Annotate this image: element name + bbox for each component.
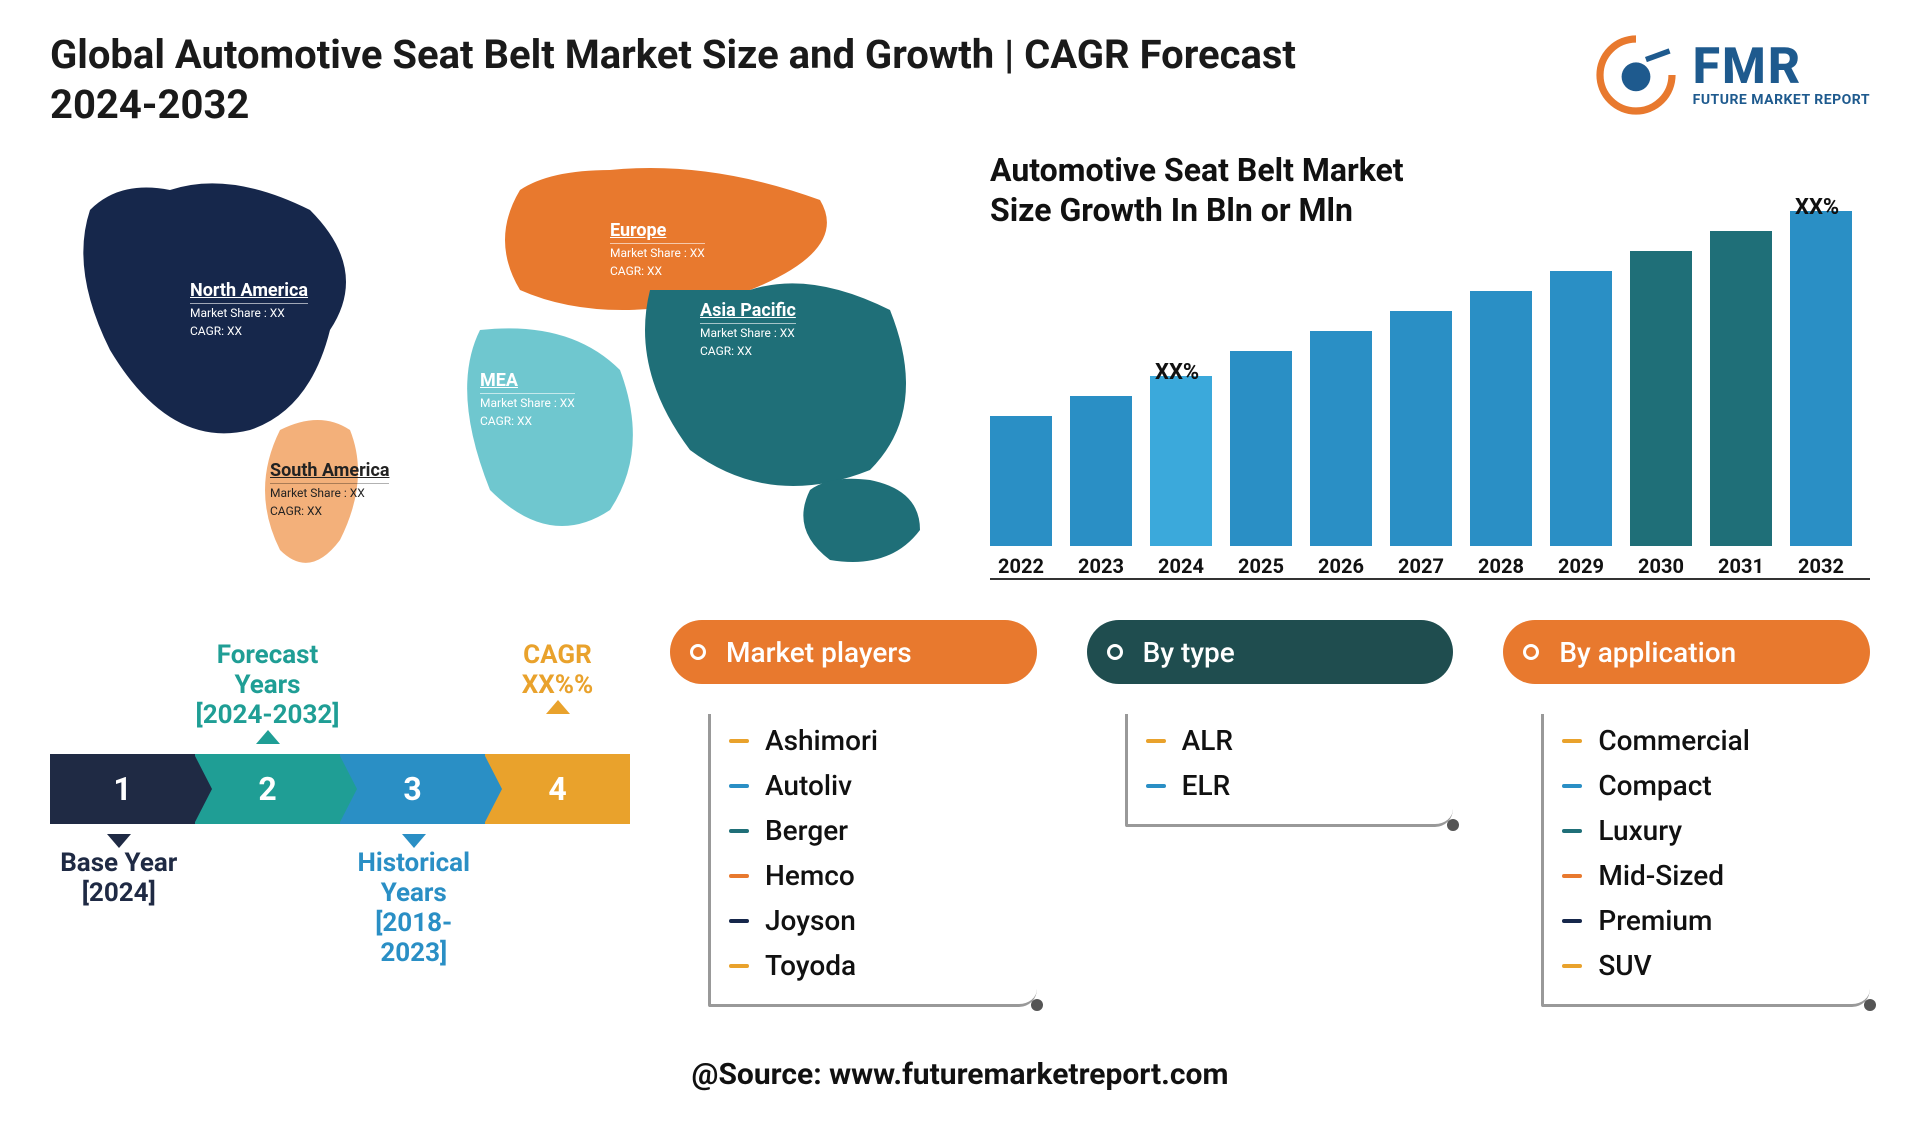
growth-bar-chart: Automotive Seat Belt Market Size Growth …	[990, 150, 1870, 580]
timeline-segment-1: 1	[50, 754, 195, 824]
fmr-logo-icon	[1591, 30, 1681, 120]
segment-header: By type	[1087, 620, 1454, 684]
list-item: Hemco	[711, 853, 1037, 898]
list-item: ALR	[1128, 718, 1454, 763]
chart-bar-2026: 2026	[1310, 331, 1372, 578]
timeline-segment-4: 4	[485, 754, 630, 824]
bullet-icon	[690, 644, 706, 660]
chart-bar-2024: 2024	[1150, 376, 1212, 578]
map-label-eu: EuropeMarket Share : XXCAGR: XX	[610, 220, 705, 278]
bar	[1310, 331, 1372, 546]
chart-year-label: 2028	[1478, 554, 1524, 578]
tick-icon	[729, 919, 749, 923]
bar	[1790, 211, 1852, 546]
tick-icon	[1562, 829, 1582, 833]
chart-year-label: 2024	[1158, 554, 1204, 578]
chart-bar-2028: 2028	[1470, 291, 1532, 578]
chart-year-label: 2027	[1398, 554, 1444, 578]
list-item: Toyoda	[711, 943, 1037, 988]
bar	[1550, 271, 1612, 546]
chart-bar-2023: 2023	[1070, 396, 1132, 578]
list-item: Ashimori	[711, 718, 1037, 763]
timeline-label-forecast-years: Forecast Years[2024-2032]	[195, 640, 340, 748]
segment-list: CommercialCompactLuxuryMid-SizedPremiumS…	[1541, 714, 1870, 1007]
timeline-segment-3: 3	[340, 754, 485, 824]
chart-annotation: XX%	[1795, 195, 1839, 205]
map-label-ap: Asia PacificMarket Share : XXCAGR: XX	[700, 300, 796, 358]
tick-icon	[1562, 784, 1582, 788]
tick-icon	[1562, 919, 1582, 923]
tick-icon	[1146, 739, 1166, 743]
bar	[1230, 351, 1292, 546]
segment-by-application: By application CommercialCompactLuxuryMid…	[1503, 620, 1870, 1007]
chart-bar-2030: 2030	[1630, 251, 1692, 578]
list-item: SUV	[1544, 943, 1870, 988]
list-item: Compact	[1544, 763, 1870, 808]
segment-market-players: Market players AshimoriAutolivBergerHemco…	[670, 620, 1037, 1007]
segment-list: AshimoriAutolivBergerHemcoJoysonToyoda	[708, 714, 1037, 1007]
map-label-na: North AmericaMarket Share : XXCAGR: XX	[190, 280, 308, 338]
map-svg	[50, 150, 950, 570]
timeline-label-historical-years: Historical Years[2018-2023]	[345, 830, 483, 968]
timeline: Forecast Years[2024-2032] CAGRXX%% 1234 B…	[50, 620, 630, 968]
map-australia	[803, 479, 920, 562]
chart-year-label: 2023	[1078, 554, 1124, 578]
chart-year-label: 2026	[1318, 554, 1364, 578]
list-item: Berger	[711, 808, 1037, 853]
map-label-sa: South AmericaMarket Share : XXCAGR: XX	[270, 460, 389, 518]
timeline-segment-2: 2	[195, 754, 340, 824]
tick-icon	[1146, 784, 1166, 788]
bar	[1630, 251, 1692, 546]
tick-icon	[729, 739, 749, 743]
list-item: Autoliv	[711, 763, 1037, 808]
list-item: Luxury	[1544, 808, 1870, 853]
logo-tagline: FUTURE MARKET REPORT	[1693, 92, 1870, 108]
chart-bar-2022: 2022	[990, 416, 1052, 578]
chart-bar-2032: 2032	[1790, 211, 1852, 578]
segment-header: By application	[1503, 620, 1870, 684]
segment-by-type: By type ALRELR	[1087, 620, 1454, 1007]
bullet-icon	[1107, 644, 1123, 660]
chart-year-label: 2025	[1238, 554, 1284, 578]
bar	[1390, 311, 1452, 546]
list-item: Premium	[1544, 898, 1870, 943]
list-item: Joyson	[711, 898, 1037, 943]
tick-icon	[729, 829, 749, 833]
chart-bar-2029: 2029	[1550, 271, 1612, 578]
page-title: Global Automotive Seat Belt Market Size …	[50, 30, 1330, 130]
bar	[1070, 396, 1132, 546]
source-attribution: @Source: www.futuremarketreport.com	[50, 1057, 1870, 1092]
bar	[1150, 376, 1212, 546]
list-item: Mid-Sized	[1544, 853, 1870, 898]
segment-list: ALRELR	[1125, 714, 1454, 827]
chart-year-label: 2029	[1558, 554, 1604, 578]
tick-icon	[1562, 964, 1582, 968]
bullet-icon	[1523, 644, 1539, 660]
chart-bar-2027: 2027	[1390, 311, 1452, 578]
logo-brand-text: FMR	[1693, 42, 1870, 92]
chart-year-label: 2031	[1718, 554, 1764, 578]
tick-icon	[729, 964, 749, 968]
timeline-label-cagr: CAGRXX%%	[485, 640, 630, 748]
tick-icon	[729, 874, 749, 878]
timeline-label-base-year: Base Year[2024]	[50, 830, 188, 968]
brand-logo: FMR FUTURE MARKET REPORT	[1591, 30, 1870, 120]
world-map: North AmericaMarket Share : XXCAGR: XX So…	[50, 150, 950, 570]
bar	[990, 416, 1052, 546]
bar	[1470, 291, 1532, 546]
tick-icon	[1562, 874, 1582, 878]
bar	[1710, 231, 1772, 546]
segment-header: Market players	[670, 620, 1037, 684]
list-item: ELR	[1128, 763, 1454, 808]
chart-year-label: 2032	[1798, 554, 1844, 578]
list-item: Commercial	[1544, 718, 1870, 763]
chart-bar-2025: 2025	[1230, 351, 1292, 578]
chart-title: Automotive Seat Belt Market Size Growth …	[990, 150, 1410, 230]
chart-year-label: 2030	[1638, 554, 1684, 578]
tick-icon	[1562, 739, 1582, 743]
tick-icon	[729, 784, 749, 788]
chart-year-label: 2022	[998, 554, 1044, 578]
chart-bar-2031: 2031	[1710, 231, 1772, 578]
map-label-mea: MEAMarket Share : XXCAGR: XX	[480, 370, 575, 428]
